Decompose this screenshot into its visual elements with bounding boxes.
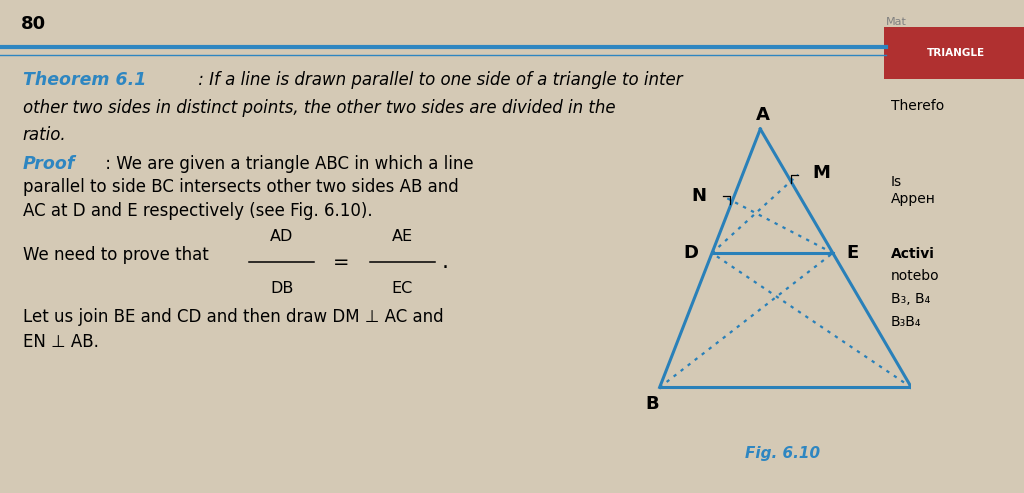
Text: =: =	[333, 253, 349, 272]
Text: Fig. 6.10: Fig. 6.10	[745, 446, 820, 461]
FancyBboxPatch shape	[884, 27, 1024, 79]
Text: Proof: Proof	[23, 155, 75, 174]
Text: 80: 80	[20, 15, 46, 33]
Text: N: N	[691, 187, 707, 205]
Text: AC at D and E respectively (see Fig. 6.10).: AC at D and E respectively (see Fig. 6.1…	[23, 202, 372, 220]
Text: Mat: Mat	[886, 17, 906, 27]
Text: AE: AE	[392, 229, 413, 244]
Text: other two sides in distinct points, the other two sides are divided in the: other two sides in distinct points, the …	[23, 99, 615, 117]
Text: : If a line is drawn parallel to one side of a triangle to inter: : If a line is drawn parallel to one sid…	[193, 71, 682, 90]
Text: B₃, B₄: B₃, B₄	[891, 292, 930, 306]
Text: Activi: Activi	[891, 246, 935, 260]
Text: TRIANGLE: TRIANGLE	[928, 48, 985, 58]
Text: EN ⊥ AB.: EN ⊥ AB.	[23, 333, 98, 351]
Text: E: E	[847, 244, 859, 262]
Text: AD: AD	[270, 229, 293, 244]
Text: Appен: Appен	[891, 192, 936, 206]
Text: B₃B₄: B₃B₄	[891, 315, 922, 328]
Text: Is: Is	[891, 175, 902, 189]
Text: M: M	[812, 164, 829, 182]
Text: DB: DB	[270, 281, 293, 296]
Text: notebo: notebo	[891, 269, 939, 282]
Text: ratio.: ratio.	[23, 126, 67, 144]
Text: We need to prove that: We need to prove that	[23, 246, 208, 265]
Text: Let us join BE and CD and then draw DM ⊥ AC and: Let us join BE and CD and then draw DM ⊥…	[23, 308, 443, 326]
Text: A: A	[756, 106, 770, 124]
Text: EC: EC	[392, 281, 413, 296]
Text: B: B	[645, 395, 658, 413]
Text: Theorem 6.1: Theorem 6.1	[23, 71, 145, 90]
Text: : We are given a triangle ABC in which a line: : We are given a triangle ABC in which a…	[100, 155, 474, 174]
Text: D: D	[683, 244, 698, 262]
Text: Therefo: Therefo	[891, 99, 944, 112]
Text: .: .	[441, 252, 449, 272]
Text: parallel to side BC intersects other two sides AB and: parallel to side BC intersects other two…	[23, 178, 459, 197]
